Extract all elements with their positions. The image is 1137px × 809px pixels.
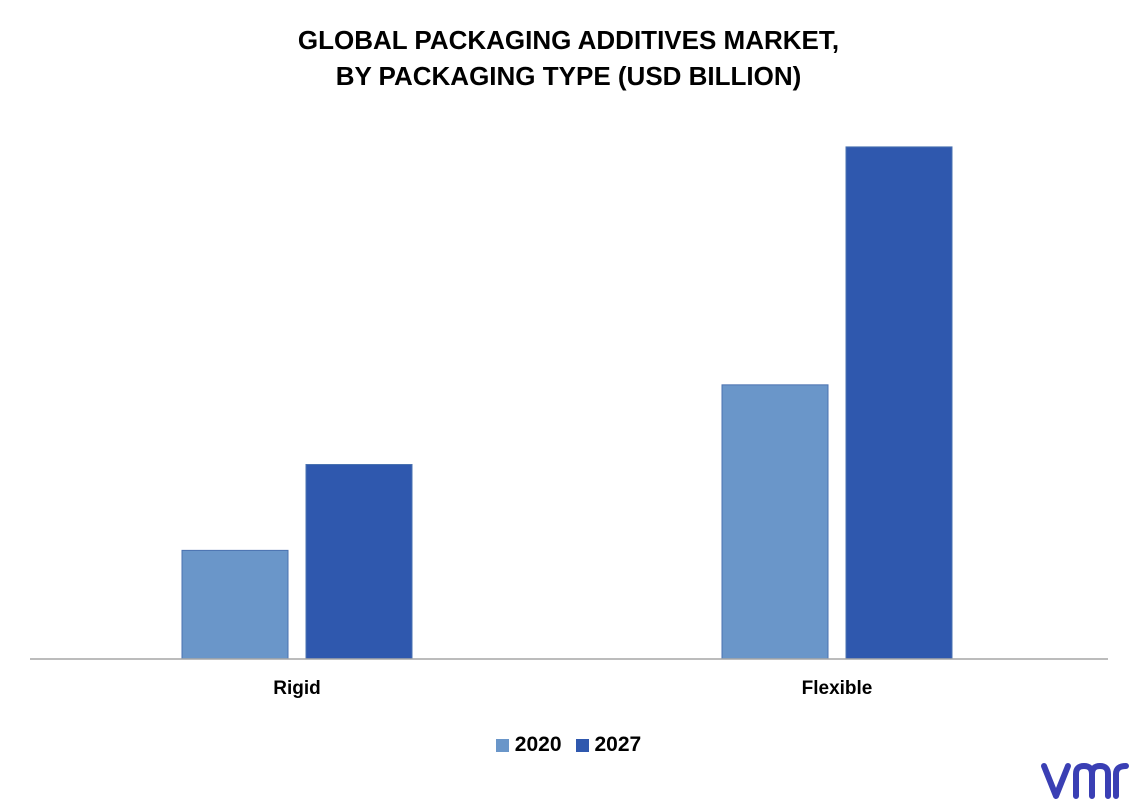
vmr-logo-icon	[1041, 763, 1129, 799]
chart-title: GLOBAL PACKAGING ADDITIVES MARKET, BY PA…	[0, 22, 1137, 94]
bar-rigid-2027	[305, 464, 413, 660]
legend-label-2020: 2020	[514, 733, 562, 756]
chart-title-line1: GLOBAL PACKAGING ADDITIVES MARKET,	[297, 25, 840, 55]
bars-group	[181, 146, 953, 660]
x-tick-label-flexible: Flexible	[802, 678, 873, 699]
chart-title-line2: BY PACKAGING TYPE (USD BILLION)	[335, 61, 802, 91]
x-tick-label-rigid: Rigid	[273, 678, 321, 699]
x-tick-labels: Rigid Flexible	[273, 678, 872, 699]
legend-label-2027: 2027	[594, 733, 642, 756]
bar-rigid-2020	[181, 549, 289, 660]
legend: 2020 2027	[0, 733, 1137, 757]
legend-swatch-2027	[575, 738, 589, 752]
legend-item-2027: 2027	[575, 733, 642, 757]
bar-flexible-2027	[845, 146, 953, 660]
legend-item-2020: 2020	[495, 733, 562, 757]
bar-flexible-2020	[721, 384, 829, 660]
legend-swatch-2020	[495, 738, 509, 752]
